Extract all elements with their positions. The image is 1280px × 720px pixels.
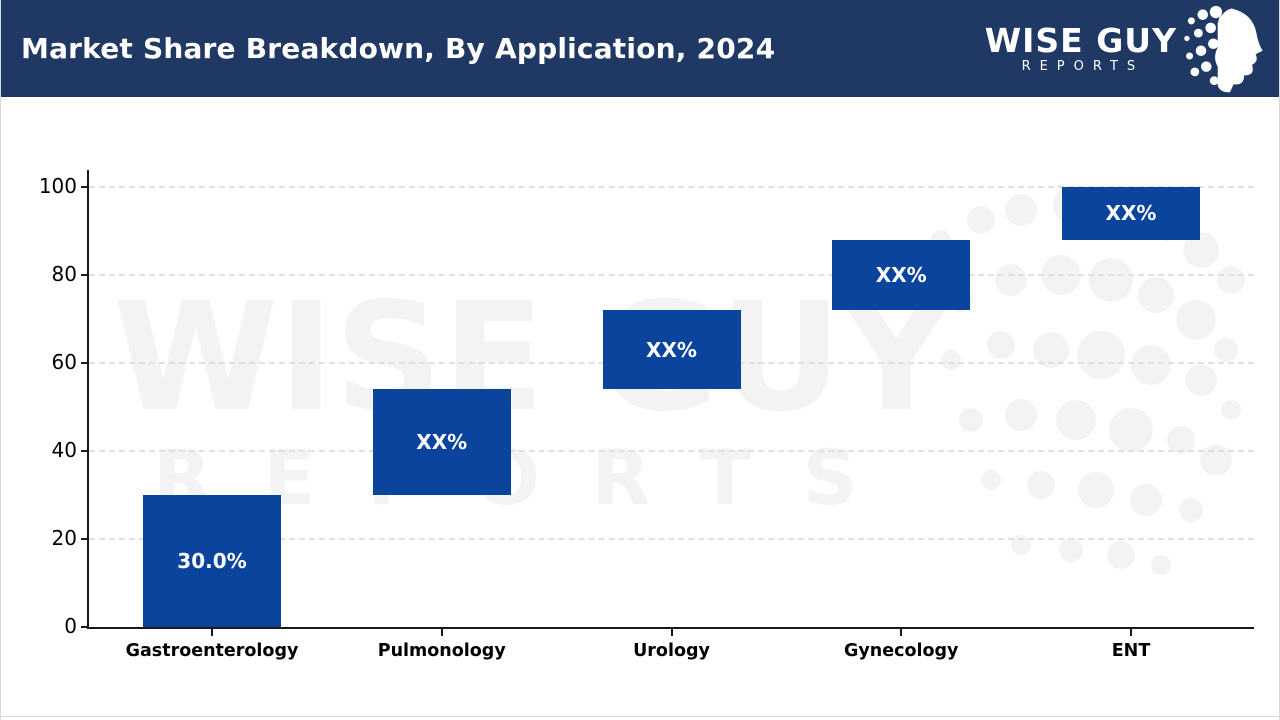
x-axis-tick (900, 629, 903, 636)
y-axis-tick (81, 626, 89, 628)
gridline (89, 450, 1254, 452)
y-tick-label: 100 (38, 174, 77, 198)
bar: XX% (1062, 187, 1200, 240)
wise-guy-logo: WISE GUY REPORTS (985, 5, 1267, 93)
bar-value-label: 30.0% (177, 549, 247, 573)
category-label: Pulmonology (377, 641, 506, 661)
logo-subtitle: REPORTS (1021, 58, 1145, 74)
y-tick-label: 0 (64, 614, 77, 638)
bar-value-label: XX% (416, 430, 468, 455)
logo-text: WISE GUY REPORTS (985, 24, 1177, 74)
bar: XX% (832, 239, 971, 311)
y-axis-tick (81, 186, 89, 188)
bar: 30.0% (143, 495, 281, 627)
y-tick-label: 80 (51, 262, 77, 286)
category-label: Gynecology (844, 641, 959, 661)
bar-value-label: XX% (1105, 201, 1157, 226)
y-axis-tick (81, 274, 89, 276)
chart-title: Market Share Breakdown, By Application, … (21, 32, 776, 65)
x-axis-tick (211, 629, 213, 636)
logo-wordmark: WISE GUY (984, 20, 1177, 60)
y-axis-tick (81, 538, 89, 540)
x-axis-tick (1130, 629, 1132, 636)
bar-value-label: XX% (875, 262, 927, 287)
bar: XX% (602, 310, 741, 390)
bar: XX% (372, 389, 511, 495)
category-label: Gastroenterology (125, 641, 299, 661)
x-axis-tick (440, 629, 443, 636)
category-label: ENT (1111, 641, 1151, 661)
y-tick-label: 60 (51, 350, 77, 374)
logo-head-icon (1184, 5, 1263, 92)
watermark-wordmark: WISE GUY (113, 271, 951, 445)
x-axis-line (87, 627, 1254, 629)
page-bottom-border (1, 716, 1279, 717)
gridline (89, 186, 1254, 188)
y-axis-line (87, 170, 89, 629)
gridline (89, 274, 1254, 276)
gridline (89, 538, 1254, 540)
x-axis-tick (670, 629, 673, 636)
y-axis-tick (81, 362, 89, 364)
header-bar: Market Share Breakdown, By Application, … (1, 0, 1279, 97)
y-axis-tick (81, 450, 89, 452)
category-label: Urology (633, 641, 710, 661)
y-tick-label: 40 (51, 438, 77, 462)
bar-value-label: XX% (646, 337, 697, 362)
y-tick-label: 20 (51, 526, 77, 550)
